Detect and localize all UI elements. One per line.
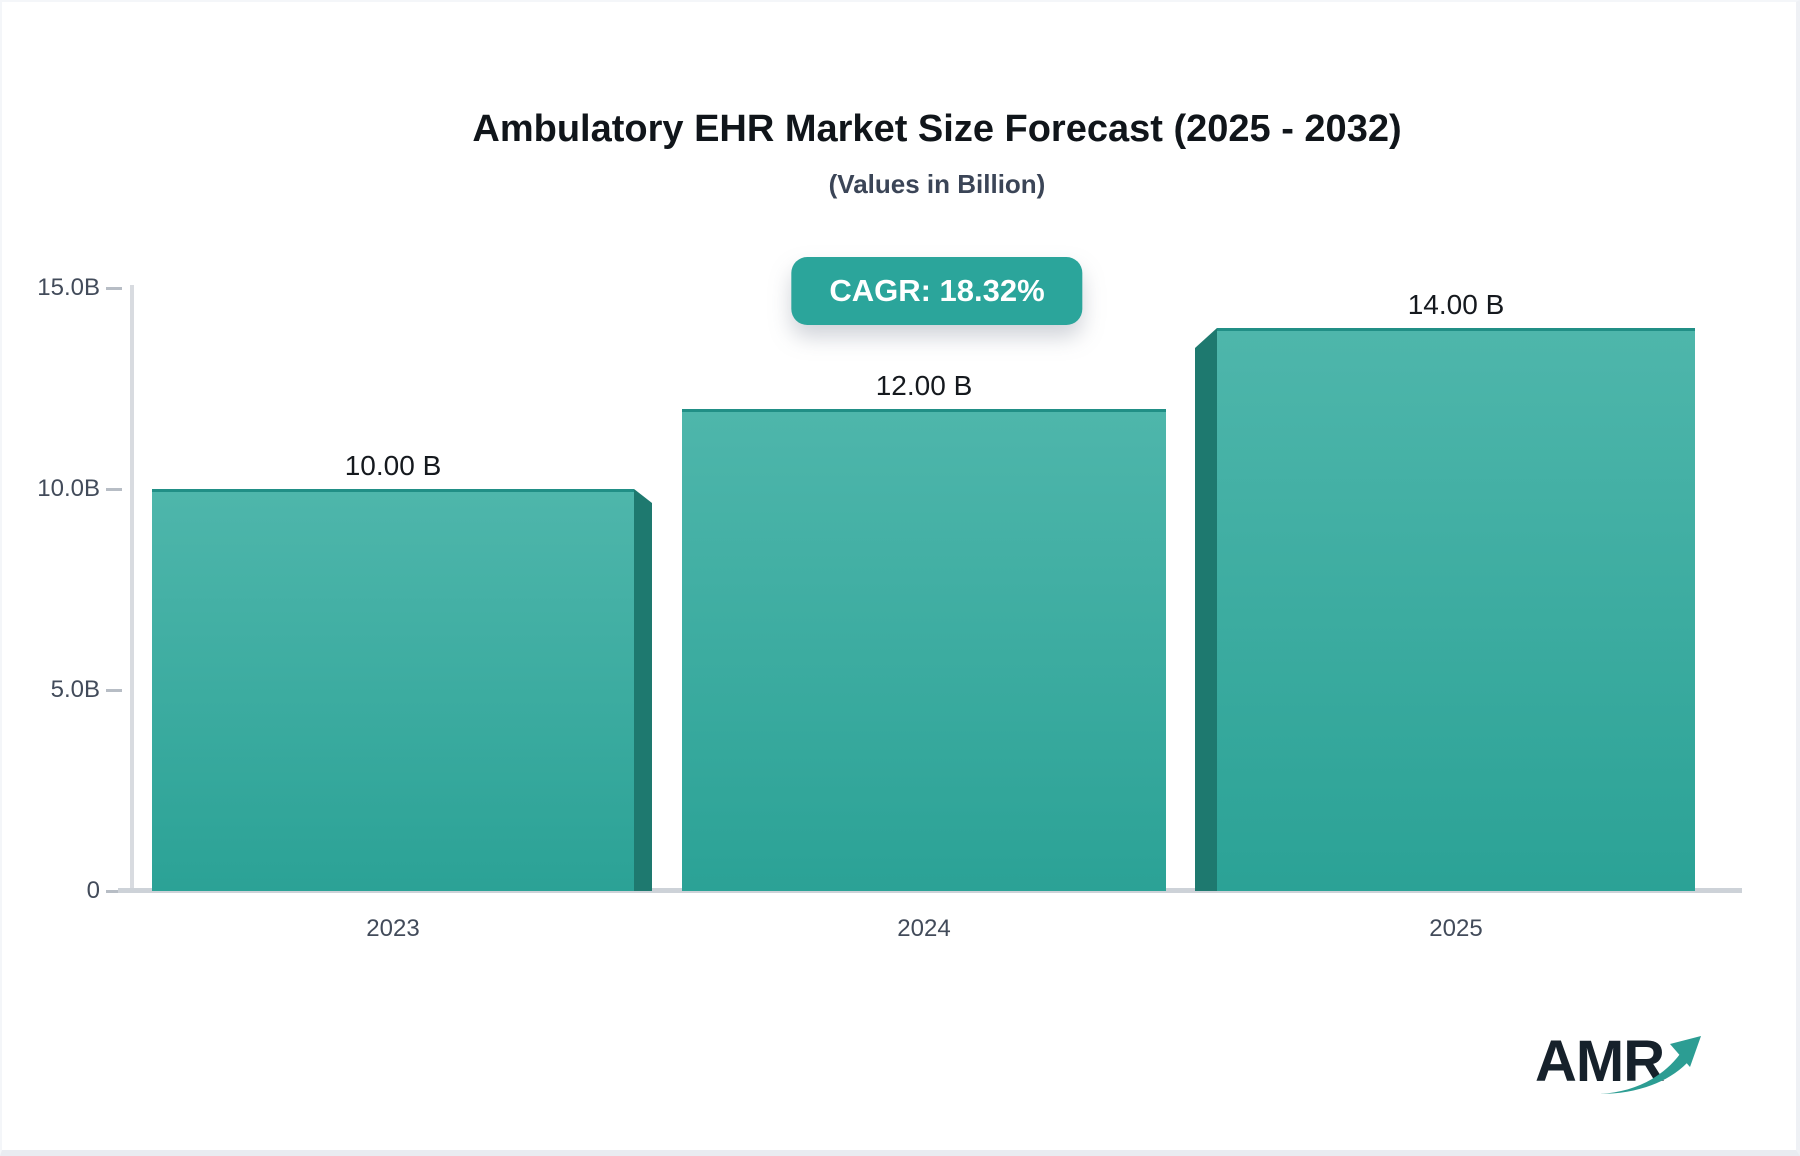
cagr-badge-label: CAGR: 18.32% [829,273,1045,308]
cagr-badge: CAGR: 18.32% [791,257,1083,325]
x-axis-category-label: 2023 [366,915,420,942]
y-axis-tick-label: 0 [86,877,100,904]
bar-value-label: 10.00 B [344,450,442,481]
bar-3d-side [1195,328,1217,891]
bar [682,409,1166,891]
x-axis-category-label: 2025 [1429,915,1483,942]
growth-arrow-icon [1600,1036,1701,1094]
bar [152,489,634,891]
y-axis-tick [106,689,122,692]
amr-logo: AMR [1535,1032,1715,1112]
chart-subtitle: (Values in Billion) [828,169,1046,199]
y-axis-tick-label: 5.0B [50,676,100,703]
chart-title: Ambulatory EHR Market Size Forecast (202… [472,108,1402,150]
amr-logo-text: AMR [1535,1029,1665,1094]
bar-value-label: 14.00 B [1407,289,1505,320]
y-axis-tick-label: 15.0B [37,274,100,301]
x-axis-category-label: 2024 [897,915,951,942]
bar-value-label: 12.00 B [875,370,973,401]
y-axis-tick [106,890,122,893]
y-axis-tick [106,488,122,491]
y-axis-line [130,285,134,893]
bar [1217,328,1695,891]
y-axis-tick [106,287,122,290]
bar-3d-side [634,489,652,891]
y-axis-tick-label: 10.0B [37,475,100,502]
